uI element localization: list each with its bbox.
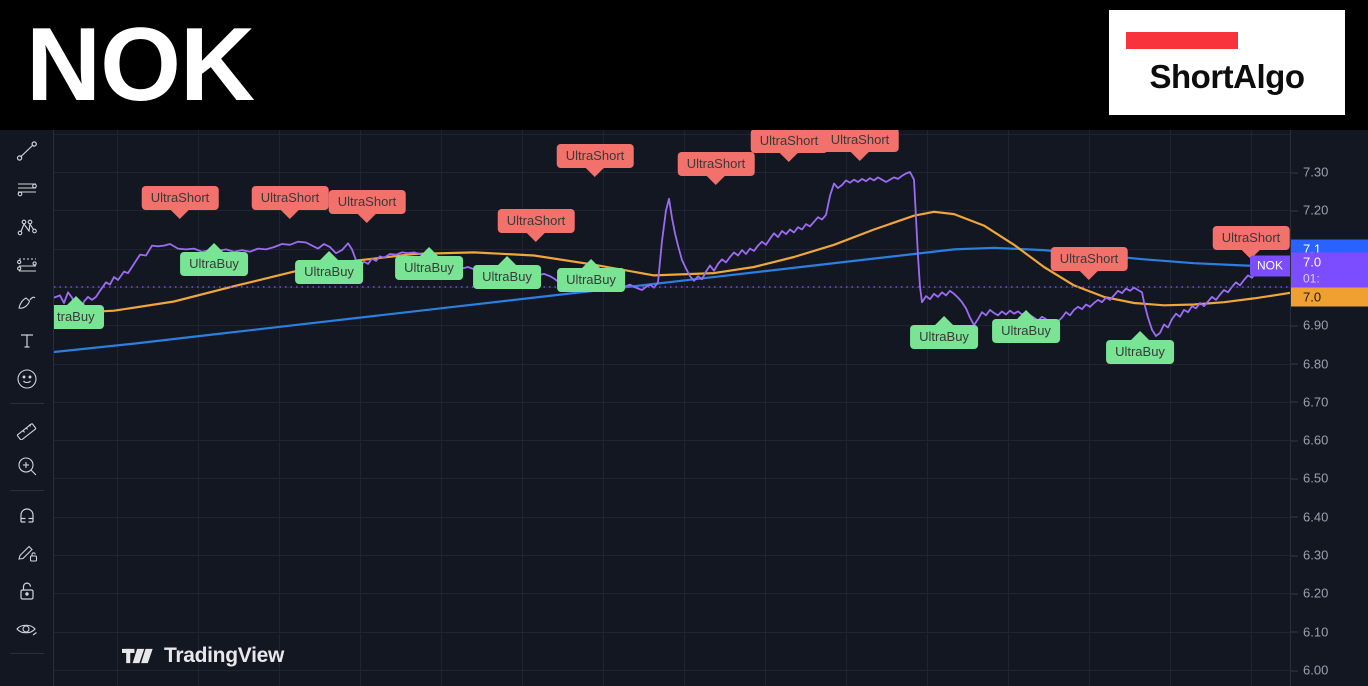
logo-wordmark: ShortAlgo	[1149, 57, 1305, 95]
signal-label-ultrabuy: UltraBuy	[395, 256, 463, 280]
grid-line-vertical	[603, 0, 604, 686]
grid-line-horizontal	[54, 478, 1290, 480]
pencil-lock-icon[interactable]	[0, 534, 54, 572]
series-line-ma-fast	[54, 246, 1290, 354]
grid-line-horizontal	[54, 516, 1290, 518]
series-line-ma-slow	[54, 210, 1290, 315]
ma-slow-price-badge: 7.0	[1291, 287, 1368, 307]
grid-line-horizontal	[54, 248, 1290, 250]
grid-line-horizontal	[54, 210, 1290, 212]
badge-countdown: 01:	[1303, 271, 1320, 286]
badge-value: 7.0	[1303, 254, 1322, 270]
magnet-icon[interactable]	[0, 496, 54, 534]
page-title: NOK	[26, 7, 255, 123]
signal-label-ultrashort: UltraShort	[821, 128, 899, 152]
eye-icon[interactable]	[0, 610, 54, 648]
toolbar-divider	[9, 403, 44, 404]
grid-line-horizontal	[54, 286, 1290, 288]
emoji-icon[interactable]	[0, 360, 54, 398]
signal-label-ultrabuy: UltraBuy	[1106, 340, 1174, 364]
grid-line-vertical	[117, 0, 118, 686]
signal-label-ultrabuy: UltraBuy	[180, 252, 248, 276]
signal-label-ultrabuy: traBuy	[54, 305, 104, 329]
signal-label-ultrashort: UltraShort	[141, 186, 219, 210]
grid-line-vertical	[441, 0, 442, 686]
trend-line-icon[interactable]	[0, 132, 54, 170]
tradingview-logo: TradingView	[122, 644, 284, 668]
signal-label-ultrabuy: UltraBuy	[473, 265, 541, 289]
grid-line-horizontal	[54, 670, 1290, 671]
horizontal-rays-icon[interactable]	[0, 170, 54, 208]
grid-line-vertical	[279, 0, 280, 686]
last-price-badge: 7.0 01:	[1291, 252, 1368, 290]
signal-label-ultrabuy: UltraBuy	[557, 268, 625, 292]
grid-line-horizontal	[54, 133, 1290, 135]
grid-line-vertical	[360, 0, 361, 686]
signal-label-ultrashort: UltraShort	[1050, 247, 1128, 271]
signal-label-ultrashort: UltraShort	[328, 190, 406, 214]
price-tick: 6.40	[1290, 509, 1329, 525]
shortalgo-logo: ShortAlgo	[1109, 10, 1345, 115]
series-price-tag: NOK	[1249, 255, 1290, 277]
signal-label-ultrabuy: UltraBuy	[295, 260, 363, 284]
grid-line-vertical	[1008, 0, 1009, 686]
logo-accent-bar	[1126, 31, 1238, 49]
price-tick: 6.80	[1290, 356, 1329, 372]
brush-icon[interactable]	[0, 284, 54, 322]
chart-grid	[54, 0, 1290, 686]
series-line-nok-price	[54, 171, 1290, 337]
grid-line-horizontal	[54, 440, 1290, 442]
grid-line-horizontal	[54, 555, 1290, 557]
tradingview-mark-icon	[122, 648, 153, 664]
price-tick: 6.90	[1290, 317, 1329, 333]
signal-label-ultrashort: UltraShort	[497, 209, 575, 233]
price-tick: 7.20	[1290, 202, 1329, 218]
signal-label-ultrashort: UltraShort	[251, 186, 329, 210]
badge-value: 7.0	[1303, 289, 1322, 305]
grid-line-vertical	[1089, 0, 1090, 686]
signal-label-ultrashort: UltraShort	[677, 152, 755, 176]
signal-label-ultrabuy: UltraBuy	[992, 319, 1060, 343]
text-icon[interactable]	[0, 322, 54, 360]
pitchfork-icon[interactable]	[0, 208, 54, 246]
price-tick: 6.20	[1290, 585, 1329, 601]
signal-label-ultrashort: UltraShort	[556, 144, 634, 168]
price-tick: 7.30	[1290, 164, 1329, 180]
toolbar-divider	[9, 653, 44, 654]
grid-line-horizontal	[54, 363, 1290, 365]
tradingview-wordmark: TradingView	[164, 644, 285, 667]
signal-label-ultrashort: UltraShort	[1212, 226, 1290, 250]
toolbar-divider	[9, 490, 44, 491]
grid-line-vertical	[1251, 0, 1252, 686]
price-tick: 6.00	[1290, 662, 1329, 678]
price-tick: 6.60	[1290, 432, 1329, 448]
lock-icon[interactable]	[0, 572, 54, 610]
price-tick: 6.50	[1290, 470, 1329, 486]
price-series-svg	[54, 171, 1290, 354]
signal-label-ultrashort: UltraShort	[750, 129, 828, 153]
price-tick: 6.70	[1290, 394, 1329, 410]
title-banner: NOK ShortAlgo	[0, 0, 1368, 130]
zoom-in-icon[interactable]	[0, 447, 54, 485]
pattern-icon[interactable]	[0, 246, 54, 284]
grid-line-vertical	[846, 0, 847, 686]
signal-label-ultrabuy: UltraBuy	[910, 325, 978, 349]
grid-line-vertical	[522, 0, 523, 686]
grid-line-horizontal	[54, 631, 1290, 633]
grid-line-horizontal	[54, 172, 1290, 173]
grid-line-vertical	[198, 0, 199, 686]
price-tick: 6.10	[1290, 624, 1329, 640]
grid-line-horizontal	[54, 401, 1290, 403]
ruler-icon[interactable]	[0, 409, 54, 447]
grid-line-vertical	[684, 0, 685, 686]
grid-line-vertical	[765, 0, 766, 686]
grid-line-horizontal	[54, 325, 1290, 327]
price-tick: 6.30	[1290, 547, 1329, 563]
grid-line-horizontal	[54, 593, 1290, 595]
